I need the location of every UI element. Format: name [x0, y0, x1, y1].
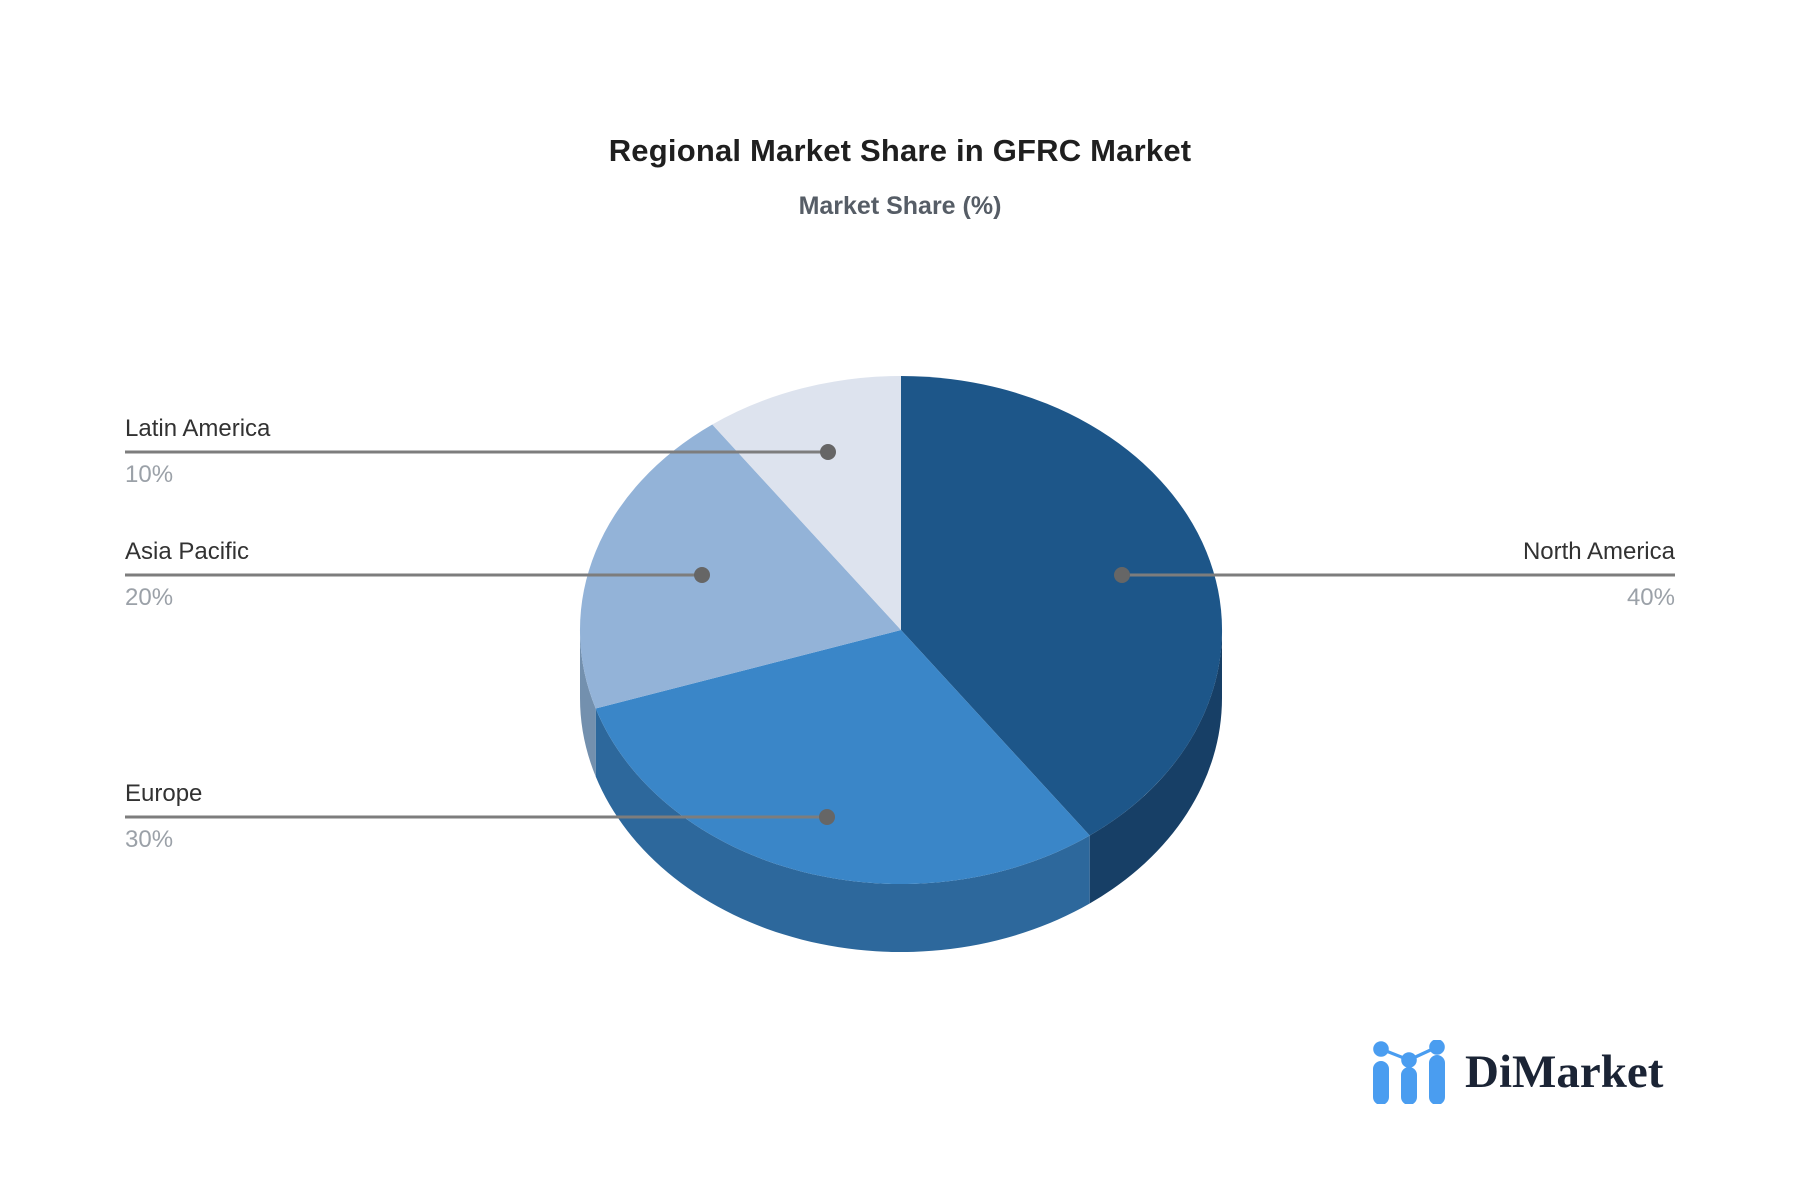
chart-subtitle: Market Share (%)	[798, 192, 1002, 220]
bar-chart-icon	[1373, 1040, 1445, 1104]
connector-dot-europe	[819, 809, 835, 825]
pie-slice-europe[interactable]	[595, 630, 1090, 885]
pie-slice-side-north-america	[1089, 630, 1223, 904]
pie-slice-side-asia-pacific	[580, 630, 596, 777]
pie-slice-latin-america[interactable]	[712, 376, 901, 630]
pie-label-asia-pacific: Asia Pacific	[125, 538, 250, 565]
pie-slice-north-america[interactable]	[901, 376, 1223, 836]
connector-dot-north-america	[1114, 567, 1130, 583]
pie-value-north-america: 40%	[1626, 584, 1675, 611]
connector-dot-asia-pacific	[694, 567, 710, 583]
pie-slice-side-europe	[595, 708, 1090, 953]
pie-label-north-america: North America	[1522, 538, 1675, 565]
connector-dot-latin-america	[820, 444, 836, 460]
pie-value-europe: 30%	[125, 826, 174, 853]
pie-value-latin-america: 10%	[125, 461, 174, 488]
pie-value-asia-pacific: 20%	[125, 584, 174, 611]
brand-logo: DiMarket	[1368, 1040, 1663, 1104]
chart-title: Regional Market Share in GFRC Market	[608, 133, 1192, 168]
pie-label-europe: Europe	[125, 780, 203, 807]
pie-label-latin-america: Latin America	[125, 415, 271, 442]
pie-slice-asia-pacific[interactable]	[579, 424, 901, 709]
brand-name: DiMarket	[1465, 1046, 1664, 1098]
